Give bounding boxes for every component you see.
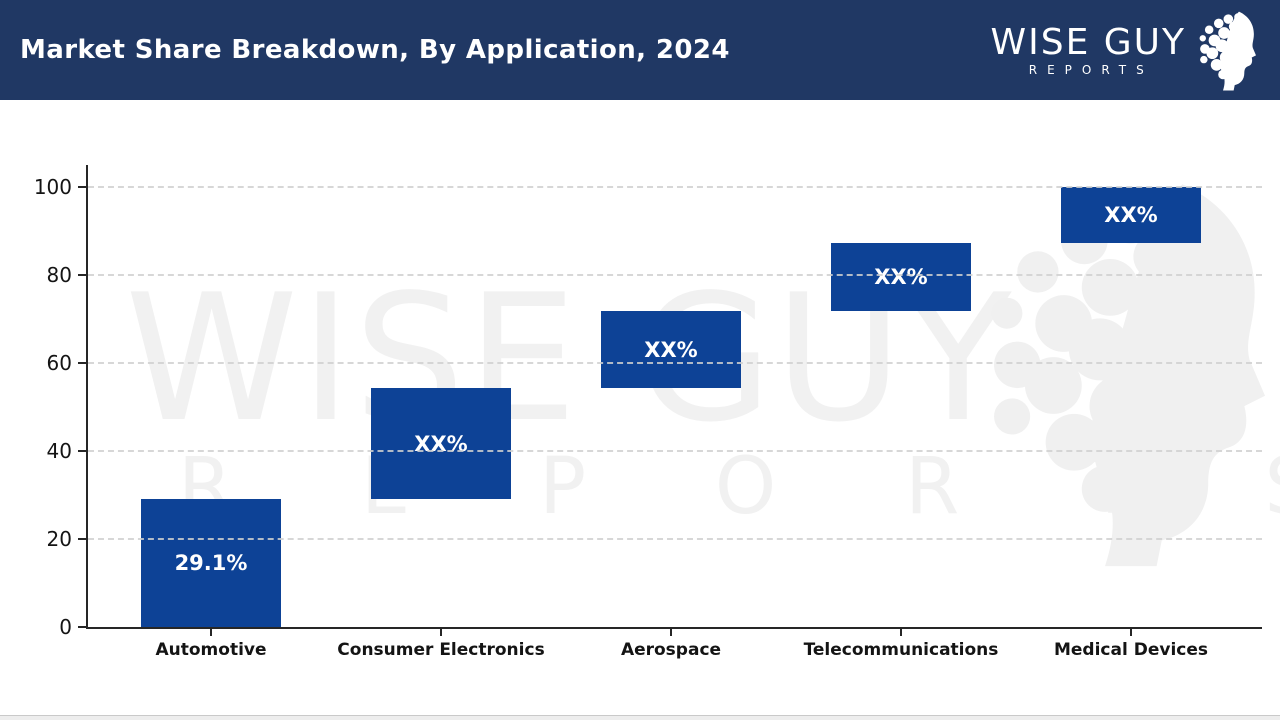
chart-title: Market Share Breakdown, By Application, …	[20, 35, 730, 65]
brand-tagline: REPORTS	[1028, 62, 1154, 77]
brand-logo: WISE GUY REPORTS	[990, 7, 1256, 93]
y-tick-label: 80	[46, 263, 72, 287]
gridline-y-20	[88, 538, 1262, 540]
x-tick-mark	[1130, 628, 1132, 636]
y-axis-line	[86, 165, 88, 629]
x-category-label: Medical Devices	[1053, 640, 1208, 660]
gridline-y-80	[88, 274, 1262, 276]
y-tick-mark	[78, 186, 86, 188]
watermark-head-icon	[991, 184, 1265, 567]
header-bar: Market Share Breakdown, By Application, …	[0, 0, 1280, 100]
y-tick-label: 60	[46, 351, 72, 375]
x-tick-mark	[900, 628, 902, 636]
y-tick-mark	[78, 538, 86, 540]
x-category-label: Aerospace	[620, 640, 722, 660]
x-category-label: Automotive	[155, 640, 267, 660]
y-tick-mark	[78, 274, 86, 276]
x-axis-line	[86, 627, 1262, 629]
bar-value-label: XX%	[874, 265, 928, 290]
footer-strip	[0, 715, 1280, 720]
bar-value-label: 29.1%	[174, 550, 248, 575]
brand-head-icon	[1199, 11, 1256, 91]
gridline-y-60	[88, 362, 1262, 364]
brand-name: WISE GUY	[990, 21, 1186, 63]
x-tick-mark	[440, 628, 442, 636]
y-tick-mark	[78, 626, 86, 628]
x-tick-mark	[210, 628, 212, 636]
y-tick-label: 0	[59, 615, 72, 639]
bar-automotive: 29.1%	[141, 498, 281, 627]
bar-value-label: XX%	[1104, 203, 1158, 228]
y-tick-label: 40	[46, 439, 72, 463]
x-category-label: Consumer Electronics	[337, 640, 545, 660]
bar-aerospace: XX%	[601, 311, 741, 389]
bar-telecommunications: XX%	[831, 243, 971, 312]
y-tick-label: 20	[46, 527, 72, 551]
x-tick-mark	[670, 628, 672, 636]
bar-value-label: XX%	[644, 337, 698, 362]
bar-medical-devices: XX%	[1061, 187, 1201, 244]
gridline-y-40	[88, 450, 1262, 452]
y-tick-label: 100	[33, 175, 72, 199]
y-tick-mark	[78, 450, 86, 452]
x-category-label: Telecommunications	[803, 640, 999, 660]
brand-wordmark: WISE GUY REPORTS	[990, 21, 1187, 77]
gridline-y-100	[88, 186, 1262, 188]
y-tick-mark	[78, 362, 86, 364]
bar-consumer-electronics: XX%	[371, 388, 511, 499]
